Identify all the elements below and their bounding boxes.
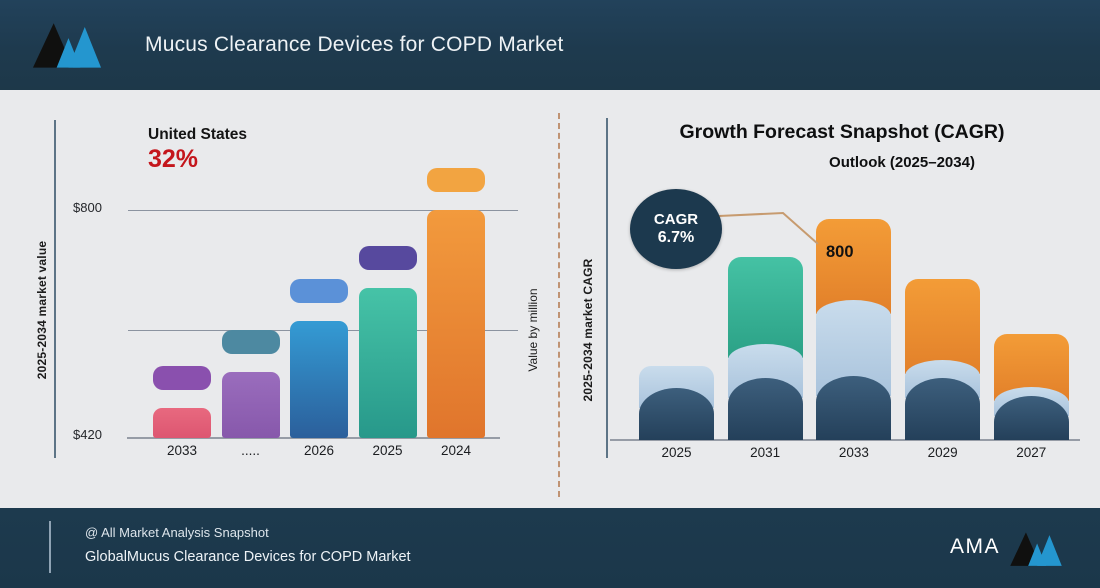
right-bar-chart: 2025 2031 2033 2029 2027 xyxy=(0,90,1100,508)
footer-snapshot-text: @ All Market Analysis Snapshot xyxy=(85,525,269,540)
footer-bar: @ All Market Analysis Snapshot GlobalMuc… xyxy=(0,508,1100,588)
bar-segment-base-2025 xyxy=(639,387,714,440)
right-baseline xyxy=(610,439,1080,441)
y-tick-800: $800 xyxy=(73,200,102,215)
brand-logo-icon xyxy=(32,23,102,68)
bar-cap-2025 xyxy=(358,246,417,270)
stacked-bar-2029 xyxy=(905,278,981,440)
bar-cap-2024 xyxy=(427,168,485,192)
cagr-badge-value: 6.7% xyxy=(657,229,695,246)
left-bar-chart: 2033..... 2026 2025 2024 xyxy=(0,90,1100,508)
gridline-800 xyxy=(128,210,518,211)
cagr-badge: CAGR 6.7% xyxy=(630,189,722,269)
x-tick-label-2025: 2025 xyxy=(661,445,692,460)
stacked-bar-2031 xyxy=(727,256,803,440)
x-tick-label-.....: ..... xyxy=(241,443,260,458)
y-tick-420: $420 xyxy=(73,427,102,442)
bar-2025 xyxy=(358,288,417,438)
stacked-bar-2033 xyxy=(816,219,892,440)
bar-cap-..... xyxy=(221,330,280,354)
content-area: 2025-2034 market value United States 32%… xyxy=(0,90,1100,508)
bar-segment-base-2027 xyxy=(993,395,1069,440)
bar-segment-base-2029 xyxy=(905,378,981,440)
bar-segment-base-2031 xyxy=(727,378,803,440)
bar-segment-top-2033 xyxy=(816,219,892,315)
x-tick-label-2024: 2024 xyxy=(440,443,472,458)
left-baseline xyxy=(127,437,500,439)
footer-brand-logo-icon xyxy=(1010,532,1062,566)
x-tick-label-2033: 2033 xyxy=(166,443,198,458)
x-tick-label-2025: 2025 xyxy=(372,443,403,458)
footer-brand-text: AMA xyxy=(950,535,1001,558)
stacked-bar-2027 xyxy=(993,333,1069,440)
page-title: Mucus Clearance Devices for COPD Market xyxy=(145,33,564,56)
cagr-badge-label: CAGR xyxy=(653,211,699,228)
x-tick-label-2033: 2033 xyxy=(838,445,869,460)
header-bar: Mucus Clearance Devices for COPD Market xyxy=(0,0,1100,92)
bar-value-annotation: 800 xyxy=(826,243,854,261)
region-label: United States xyxy=(148,126,248,143)
bar-2024 xyxy=(427,210,485,438)
left-y-axis xyxy=(54,120,56,458)
right-chart-subtitle: Outlook (2025–2034) xyxy=(829,154,975,171)
bar-segment-top-2031 xyxy=(727,256,803,358)
bar-cap-2026 xyxy=(290,279,348,303)
x-tick-label-2031: 2031 xyxy=(750,445,781,460)
footer-market-text: GlobalMucus Clearance Devices for COPD M… xyxy=(85,549,411,565)
x-tick-label-2029: 2029 xyxy=(927,445,958,460)
bar-segment-top-2029 xyxy=(905,278,981,374)
right-y-axis xyxy=(606,118,608,458)
bar-2033 xyxy=(153,408,211,438)
stacked-bar-2025 xyxy=(639,365,714,440)
highlight-percentage: 32% xyxy=(148,145,199,173)
bar-2026 xyxy=(290,321,348,438)
bar-cap-2033 xyxy=(153,366,211,390)
bar-segment-base-2033 xyxy=(816,376,892,440)
x-tick-label-2026: 2026 xyxy=(303,443,335,458)
bar-..... xyxy=(221,372,280,438)
footer-divider-rule xyxy=(49,521,51,573)
x-tick-label-2027: 2027 xyxy=(1016,445,1047,460)
panel-divider xyxy=(558,113,560,497)
right-chart-title: Growth Forecast Snapshot (CAGR) xyxy=(679,121,1005,143)
